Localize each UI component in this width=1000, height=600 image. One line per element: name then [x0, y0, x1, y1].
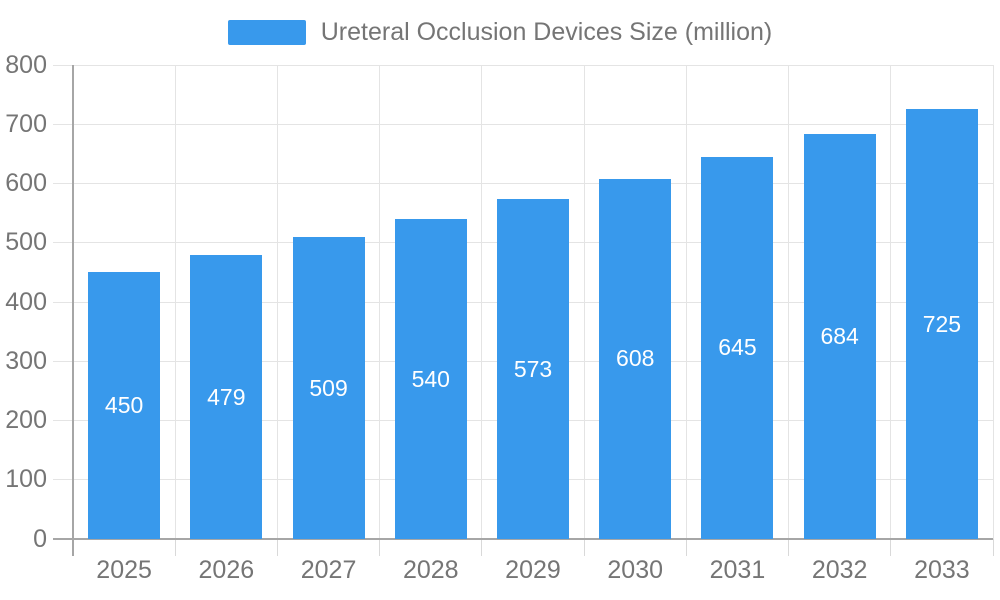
y-tick [53, 183, 73, 184]
x-gridline [481, 65, 483, 539]
y-tick [53, 301, 73, 303]
x-gridline [890, 65, 892, 539]
y-axis-label: 400 [5, 287, 47, 316]
x-axis-label: 2029 [505, 556, 561, 584]
x-gridline [788, 65, 790, 539]
x-tick [788, 539, 790, 556]
bar-value-label: 725 [922, 310, 962, 337]
legend-label: Ureteral Occlusion Devices Size (million… [320, 18, 773, 46]
bar-value-label: 450 [104, 392, 144, 419]
x-gridline [992, 65, 994, 539]
bar-2026[interactable] [190, 255, 263, 539]
y-axis-label: 700 [5, 109, 47, 138]
x-tick [481, 539, 483, 556]
x-tick [174, 539, 176, 556]
y-axis-label: 500 [5, 228, 47, 257]
bar-value-label: 608 [616, 345, 655, 372]
y-tick [53, 64, 73, 66]
bar-value-label: 479 [207, 383, 246, 410]
bar-2030[interactable] [599, 178, 672, 539]
x-axis-label: 2031 [709, 556, 766, 584]
y-axis-label: 800 [5, 50, 47, 79]
x-gridline [685, 65, 687, 539]
y-gridline [73, 64, 993, 66]
x-axis-label: 2032 [811, 556, 868, 584]
x-tick [379, 539, 381, 556]
x-axis-label: 2030 [607, 556, 664, 584]
y-axis-label: 200 [5, 406, 47, 434]
x-axis-label: 2033 [914, 556, 970, 584]
y-gridline [73, 123, 993, 125]
y-tick [53, 420, 73, 421]
legend-swatch [227, 19, 306, 45]
x-tick [890, 539, 892, 556]
bar-2032[interactable] [803, 133, 876, 539]
y-axis-label: 300 [5, 346, 47, 375]
y-tick [53, 360, 73, 362]
bar-2029[interactable] [497, 199, 569, 539]
x-gridline [379, 65, 381, 539]
y-axis-label: 600 [5, 169, 47, 197]
legend[interactable]: Ureteral Occlusion Devices Size (million… [0, 16, 1000, 48]
y-tick [53, 123, 73, 125]
x-tick [685, 539, 687, 556]
y-axis-label: 0 [33, 524, 47, 553]
bar-2027[interactable] [292, 237, 365, 539]
y-tick [53, 479, 73, 481]
x-tick [276, 539, 278, 556]
x-tick [583, 539, 585, 556]
y-gridline [73, 183, 993, 184]
x-axis-label: 2025 [96, 556, 152, 584]
y-tick [53, 242, 73, 244]
x-axis-label: 2027 [300, 556, 357, 584]
bar-value-label: 509 [309, 374, 348, 401]
x-axis-line [53, 538, 993, 540]
y-axis-line [72, 65, 74, 556]
bar-2025[interactable] [88, 272, 161, 539]
x-axis-label: 2028 [402, 556, 459, 584]
x-tick [992, 539, 994, 556]
bar-value-label: 540 [411, 365, 450, 392]
x-gridline [276, 65, 278, 539]
bar-value-label: 573 [513, 355, 553, 382]
bar-value-label: 645 [718, 334, 757, 361]
x-gridline [174, 65, 176, 539]
bar-2033[interactable] [905, 109, 978, 539]
bar-value-label: 684 [820, 322, 859, 349]
bar-2031[interactable] [701, 156, 774, 539]
x-axis-label: 2026 [198, 556, 255, 584]
y-axis-label: 100 [5, 465, 47, 494]
x-gridline [583, 65, 585, 539]
bar-2028[interactable] [394, 219, 467, 539]
